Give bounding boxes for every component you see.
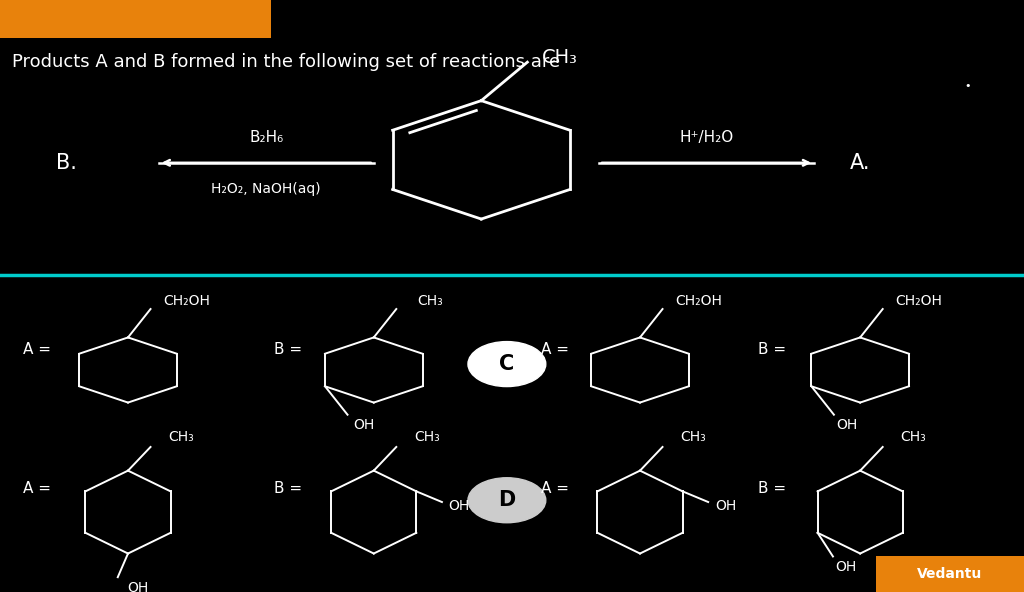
Text: C: C xyxy=(500,354,514,374)
Text: •: • xyxy=(965,81,971,91)
Text: B =: B = xyxy=(758,481,785,496)
Text: OH: OH xyxy=(128,581,148,592)
Text: A.: A. xyxy=(850,153,870,173)
Text: CH₂OH: CH₂OH xyxy=(675,294,722,308)
Text: OH: OH xyxy=(836,560,857,574)
Text: OH: OH xyxy=(449,499,470,513)
Text: H₂O₂, NaOH(aq): H₂O₂, NaOH(aq) xyxy=(211,182,322,197)
Text: OH: OH xyxy=(715,499,736,513)
Text: A =: A = xyxy=(541,342,568,357)
Text: CH₃: CH₃ xyxy=(542,48,579,67)
Text: CH₃: CH₃ xyxy=(168,430,195,445)
Text: CH₃: CH₃ xyxy=(680,430,707,445)
Text: D: D xyxy=(499,490,515,510)
Text: CH₂OH: CH₂OH xyxy=(895,294,942,308)
Text: OH: OH xyxy=(353,418,375,432)
Text: A =: A = xyxy=(23,342,50,357)
Text: B =: B = xyxy=(274,481,302,496)
Text: A =: A = xyxy=(541,481,568,496)
Text: OH: OH xyxy=(837,418,858,432)
Text: CH₃: CH₃ xyxy=(900,430,927,445)
Text: Vedantu: Vedantu xyxy=(918,567,982,581)
Text: H⁺/H₂O: H⁺/H₂O xyxy=(680,130,733,146)
Text: CH₃: CH₃ xyxy=(414,430,440,445)
Text: CH₂OH: CH₂OH xyxy=(163,294,210,308)
FancyBboxPatch shape xyxy=(0,0,271,38)
Circle shape xyxy=(468,342,546,387)
Text: B =: B = xyxy=(758,342,785,357)
Text: CH₃: CH₃ xyxy=(417,294,443,308)
Text: B₂H₆: B₂H₆ xyxy=(249,130,284,146)
Text: Products A and B formed in the following set of reactions are: Products A and B formed in the following… xyxy=(12,53,560,71)
Circle shape xyxy=(468,478,546,523)
FancyBboxPatch shape xyxy=(876,556,1024,592)
Text: B =: B = xyxy=(274,342,302,357)
Text: A =: A = xyxy=(23,481,50,496)
Text: B.: B. xyxy=(56,153,77,173)
